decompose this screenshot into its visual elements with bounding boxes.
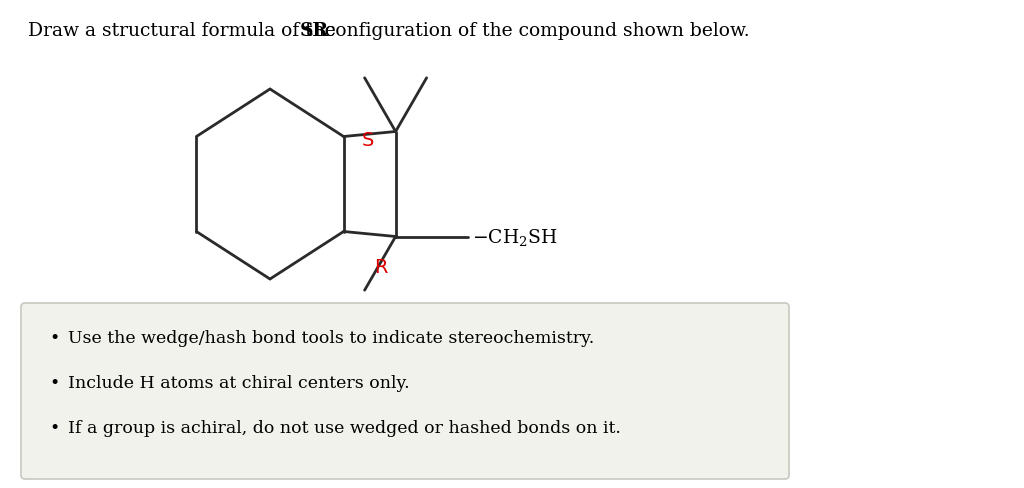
Text: •: • <box>50 374 60 391</box>
Text: •: • <box>50 329 60 346</box>
Text: SR: SR <box>300 22 329 40</box>
Text: If a group is achiral, do not use wedged or hashed bonds on it.: If a group is achiral, do not use wedged… <box>68 419 621 436</box>
Text: S: S <box>361 131 374 150</box>
Text: Draw a structural formula of the: Draw a structural formula of the <box>28 22 342 40</box>
Text: Use the wedge/hash bond tools to indicate stereochemistry.: Use the wedge/hash bond tools to indicat… <box>68 329 594 346</box>
Text: •: • <box>50 419 60 436</box>
Text: $\mathregular{-CH_2SH}$: $\mathregular{-CH_2SH}$ <box>472 226 557 247</box>
Text: Include H atoms at chiral centers only.: Include H atoms at chiral centers only. <box>68 374 410 391</box>
Text: configuration of the compound shown below.: configuration of the compound shown belo… <box>319 22 750 40</box>
Text: R: R <box>374 258 387 276</box>
FancyBboxPatch shape <box>22 304 790 479</box>
